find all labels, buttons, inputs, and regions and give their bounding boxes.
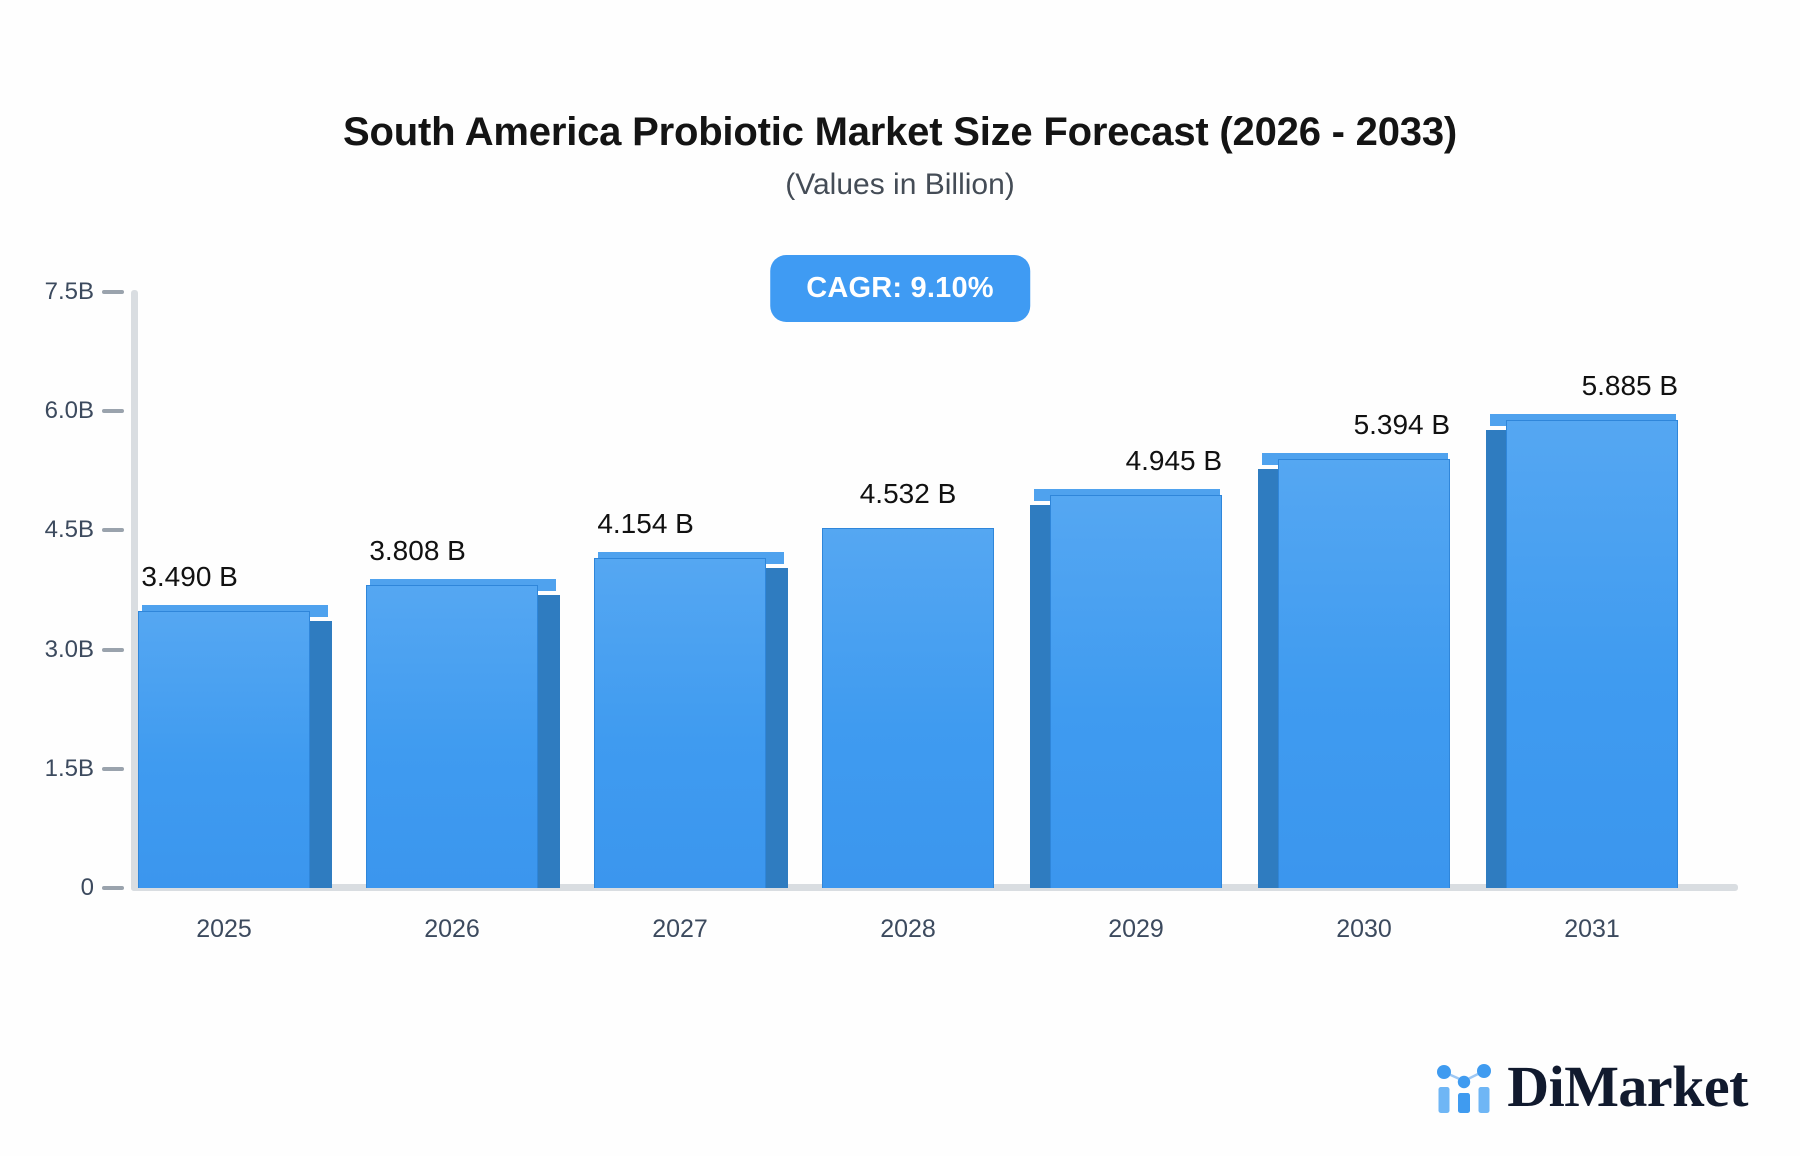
y-axis-tick-mark <box>102 409 124 414</box>
chart-subtitle: (Values in Billion) <box>785 168 1015 201</box>
bar-front-face <box>1278 459 1450 888</box>
y-axis-tick-mark <box>102 886 124 890</box>
y-axis-tick-mark <box>102 766 124 771</box>
bar-side-face <box>1030 505 1052 888</box>
dimarket-logo: DiMarket <box>1435 1058 1748 1116</box>
bar-front-face <box>366 585 538 888</box>
bar-chart-logo-icon <box>1437 1064 1492 1113</box>
bar-front-face <box>1050 495 1222 888</box>
bar-value-label: 5.394 B <box>1353 409 1451 441</box>
y-axis-tick-label: 3.0B <box>44 635 94 663</box>
x-axis-tick-label: 2029 <box>1108 915 1164 943</box>
y-axis-tick-label: 4.5B <box>44 516 94 544</box>
y-axis-line <box>131 290 138 891</box>
bar-value-label: 4.945 B <box>1125 445 1223 477</box>
x-axis-tick-label: 2027 <box>652 915 708 943</box>
x-axis-tick-label: 2028 <box>880 915 936 943</box>
x-axis-tick-label: 2031 <box>1564 915 1620 943</box>
bar-side-face <box>1258 469 1280 888</box>
logo-wordmark: DiMarket <box>1507 1054 1748 1119</box>
y-axis-tick-label: 6.0B <box>44 397 94 425</box>
bar-side-face <box>1486 430 1508 888</box>
bar-side-face <box>766 567 788 888</box>
bar-value-label: 3.490 B <box>141 560 238 592</box>
bar-value-label: 4.532 B <box>859 477 957 509</box>
y-axis-tick-label: 7.5B <box>44 278 94 305</box>
cagr-badge: CAGR: 9.10% <box>770 255 1030 322</box>
y-axis-tick-label: 1.5B <box>44 754 94 782</box>
y-axis-tick-mark <box>102 528 124 533</box>
y-axis-tick-mark <box>102 290 124 294</box>
bar-side-face <box>310 620 332 888</box>
bar-value-label: 4.154 B <box>597 507 694 539</box>
bar-front-face <box>1506 420 1678 888</box>
y-axis-tick-mark <box>102 647 124 652</box>
bar-front-face <box>822 527 994 888</box>
x-axis-tick-label: 2025 <box>196 915 252 943</box>
y-axis-tick-label: 0 <box>80 874 94 901</box>
page-title: South America Probiotic Market Size Fore… <box>343 110 1457 154</box>
bar-value-label: 5.885 B <box>1581 370 1679 402</box>
x-axis-tick-label: 2026 <box>424 915 480 943</box>
bar-front-face <box>594 557 766 888</box>
bar-side-face <box>538 595 560 888</box>
bar-value-label: 3.808 B <box>369 535 466 567</box>
x-axis-tick-label: 2030 <box>1336 915 1392 943</box>
bar-front-face <box>138 610 310 888</box>
